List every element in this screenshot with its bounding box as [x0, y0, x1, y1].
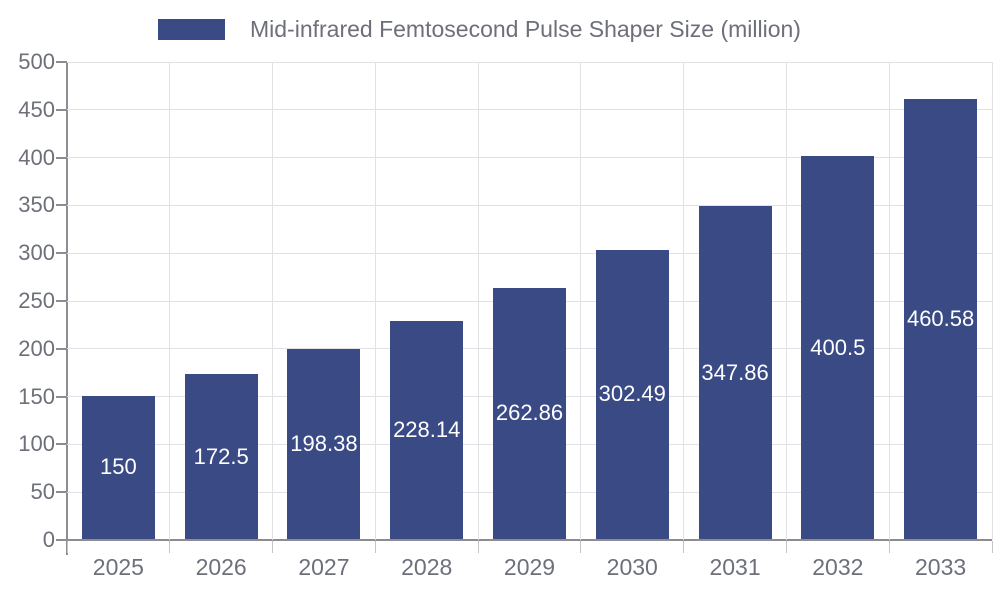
- x-axis-tick-label: 2033: [915, 554, 967, 580]
- x-axis-tick-label: 2030: [606, 554, 658, 580]
- bar-2031[interactable]: 347.86: [698, 206, 772, 539]
- gridline-vertical: [683, 62, 685, 540]
- bar-2033[interactable]: 460.58: [904, 98, 978, 539]
- x-axis-tick: [991, 541, 993, 553]
- y-axis-tick: [56, 491, 67, 494]
- bar-value-label: 172.5: [193, 443, 249, 469]
- x-axis-tick: [683, 541, 685, 553]
- bar-value-label: 460.58: [906, 305, 975, 331]
- y-axis-tick: [56, 443, 67, 446]
- y-axis-tick-label: 0: [42, 527, 55, 552]
- bar-2029[interactable]: 262.86: [493, 287, 566, 539]
- gridline-vertical: [888, 62, 890, 540]
- gridline-horizontal: [67, 204, 992, 206]
- gridline-vertical: [374, 62, 376, 540]
- bar-value-label: 228.14: [393, 416, 461, 442]
- x-axis-tick-label: 2031: [709, 554, 761, 580]
- y-axis-tick-label: 150: [18, 383, 55, 409]
- bar-2030[interactable]: 302.49: [595, 249, 669, 539]
- y-axis-tick-label: 300: [18, 240, 55, 266]
- x-axis-line: [66, 539, 992, 541]
- gridline-vertical: [580, 62, 582, 540]
- bar-value-label: 150: [100, 454, 137, 480]
- bar-2032[interactable]: 400.5: [801, 156, 875, 539]
- y-axis-tick: [56, 395, 67, 398]
- y-axis-tick: [56, 347, 67, 350]
- x-axis-tick-label: 2026: [195, 554, 247, 580]
- gridline-vertical: [991, 62, 993, 540]
- bar-value-label: 302.49: [598, 381, 666, 407]
- y-axis-tick: [56, 300, 67, 302]
- y-axis-tick: [56, 156, 67, 159]
- x-axis-tick: [374, 541, 376, 553]
- y-axis-line: [66, 62, 68, 555]
- x-axis-tick: [169, 541, 171, 553]
- x-axis-tick: [888, 541, 890, 553]
- x-axis-tick-label: 2032: [812, 554, 864, 580]
- y-axis-tick: [56, 108, 67, 111]
- x-axis-tick: [477, 541, 479, 553]
- y-axis-tick-label: 200: [18, 335, 55, 361]
- y-axis-tick-label: 400: [18, 144, 55, 170]
- bar-value-label: 400.5: [810, 334, 866, 360]
- bar-2028[interactable]: 228.14: [390, 320, 464, 539]
- y-axis-tick-label: 50: [30, 479, 55, 505]
- y-axis-tick-label: 450: [18, 96, 55, 122]
- gridline-vertical: [169, 62, 171, 540]
- x-axis-tick-label: 2027: [298, 554, 350, 580]
- y-axis-tick-label: 350: [18, 192, 55, 218]
- bar-value-label: 262.86: [495, 400, 564, 426]
- legend[interactable]: Mid-infrared Femtosecond Pulse Shaper Si…: [158, 16, 801, 43]
- gridline-horizontal: [67, 109, 992, 111]
- y-axis-tick-label: 100: [18, 431, 55, 457]
- x-axis-tick-label: 2025: [92, 554, 144, 580]
- y-axis-tick: [56, 252, 67, 255]
- x-axis-tick: [785, 541, 787, 553]
- x-axis-tick: [272, 541, 274, 553]
- x-axis-tick: [580, 541, 582, 553]
- y-axis-tick: [56, 539, 67, 541]
- y-axis-tick: [56, 61, 67, 63]
- gridline-horizontal: [67, 157, 992, 159]
- gridline-horizontal: [67, 61, 992, 63]
- legend-label[interactable]: Mid-infrared Femtosecond Pulse Shaper Si…: [250, 16, 801, 42]
- gridline-vertical: [785, 62, 787, 540]
- y-axis-tick-label: 250: [18, 288, 55, 313]
- x-axis-tick: [66, 541, 68, 553]
- gridline-vertical: [272, 62, 274, 540]
- y-axis-tick-label: 500: [18, 49, 55, 74]
- bar-2026[interactable]: 172.5: [184, 374, 258, 539]
- legend-swatch[interactable]: [158, 19, 225, 40]
- bar-value-label: 198.38: [290, 431, 358, 457]
- bar-2027[interactable]: 198.38: [287, 349, 361, 539]
- bar-value-label: 347.86: [701, 359, 769, 385]
- gridline-horizontal: [67, 252, 992, 254]
- bar-2025[interactable]: 150: [81, 395, 155, 539]
- plot-area: 0 50 100 150 200 250 300 350 400 450 500 150 2025 172…: [18, 51, 993, 579]
- x-axis-tick-label: 2029: [503, 554, 556, 580]
- gridline-vertical: [477, 62, 479, 540]
- x-axis-tick-label: 2028: [401, 554, 453, 580]
- y-axis-tick: [56, 204, 67, 207]
